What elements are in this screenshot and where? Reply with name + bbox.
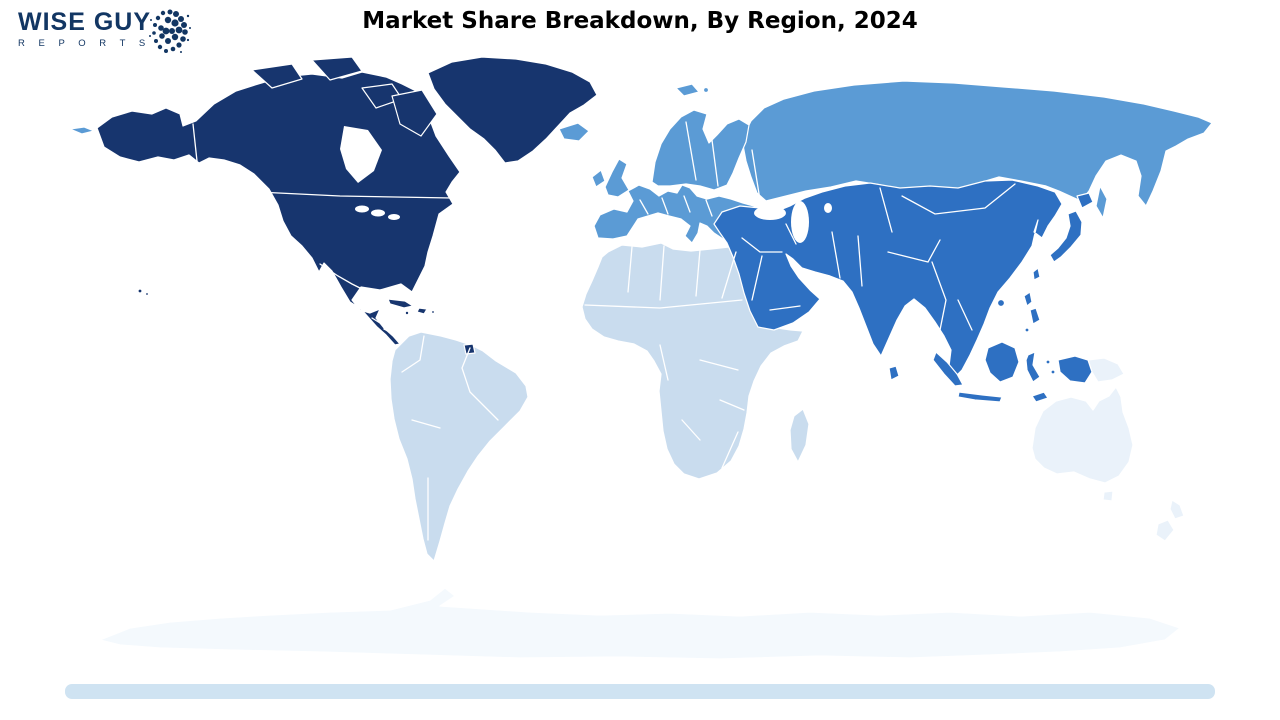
island-madagascar [790, 409, 809, 462]
island-philippines-mindanao [1030, 308, 1040, 324]
border-us-mexico [320, 264, 364, 290]
logo-subtitle: R E P O R T S [18, 38, 151, 49]
border-india-china [888, 240, 940, 262]
border-middle-east [742, 224, 800, 310]
black-sea-water [754, 206, 786, 220]
border-alaska-canada [193, 124, 197, 161]
border-southeast-asia [932, 262, 972, 330]
island-arctic-1 [252, 64, 302, 88]
border-us-canada [258, 192, 452, 198]
island-timor [1032, 392, 1048, 402]
island-taiwan [1033, 268, 1040, 280]
island-svalbard-east [704, 88, 709, 93]
landmass-russia [743, 81, 1212, 206]
island-new-zealand-south [1156, 520, 1174, 541]
border-central-america [372, 318, 390, 332]
island-java [958, 392, 1002, 402]
island-baffin [392, 90, 437, 136]
island-japan-hokkaido [1077, 193, 1093, 208]
border-europe-east [752, 150, 760, 200]
aral-sea-water [824, 203, 832, 213]
landmass-south-america [390, 332, 528, 561]
caspian-sea-water [791, 201, 809, 243]
brand-logo: WISE GUY R E P O R T S [18, 9, 193, 56]
island-new-zealand-north [1170, 500, 1184, 519]
island-puerto-rico [432, 311, 435, 314]
logo-wordmark: WISE GUY [18, 8, 152, 36]
bottom-band [65, 684, 1215, 699]
island-svalbard [676, 84, 699, 96]
island-moluccas-1 [1046, 360, 1050, 364]
island-sri-lanka [889, 366, 899, 380]
country-borders [193, 122, 1015, 540]
island-hispaniola [417, 308, 427, 314]
region-group-north-america [97, 57, 597, 354]
island-ireland [592, 170, 605, 187]
island-jamaica [405, 311, 409, 315]
region-group-south-america [390, 332, 528, 561]
region-group-antarctica [100, 588, 1180, 659]
island-hawaii-1 [138, 289, 142, 293]
chart-title: Market Share Breakdown, By Region, 2024 [362, 8, 918, 34]
border-iran-pakistan [832, 232, 862, 286]
island-arctic-2 [312, 57, 362, 80]
island-japan-honshu [1050, 211, 1082, 262]
region-group-oceania [1032, 358, 1184, 541]
border-europe-central [640, 196, 712, 216]
island-cuba [388, 299, 413, 308]
logo-text: WISE GUY R E P O R T S [18, 10, 151, 49]
island-papua-new-guinea [1088, 358, 1124, 382]
border-central-africa [660, 345, 744, 468]
island-hainan [998, 300, 1005, 307]
landmass-scandinavia [652, 110, 749, 190]
island-sulawesi [1026, 352, 1040, 382]
great-lake-2 [371, 209, 385, 217]
border-brazil [462, 348, 498, 420]
landmass-greenland [428, 57, 597, 163]
island-sakhalin [1096, 186, 1107, 218]
water-overlays [340, 126, 832, 243]
island-west-papua [1058, 356, 1092, 383]
island-borneo [985, 342, 1019, 382]
great-lake-1 [355, 205, 369, 213]
islands-aleutian [70, 127, 94, 134]
landmass-antarctica [100, 588, 1180, 659]
island-philippines-visayas [1025, 328, 1029, 332]
island-iceland [559, 123, 589, 141]
border-kazakh-china [880, 188, 892, 232]
landmass-australia [1032, 387, 1133, 483]
island-philippines-luzon [1024, 292, 1032, 306]
island-moluccas-2 [1051, 370, 1055, 374]
border-sahel [585, 300, 742, 308]
island-sumatra [933, 352, 963, 386]
border-mongolia [902, 184, 1015, 214]
border-scandinavia [686, 122, 718, 186]
logo-head-dots [149, 9, 192, 53]
logo-head-dots-icon [149, 9, 192, 53]
border-andes [402, 336, 440, 540]
island-great-britain [605, 159, 629, 197]
border-north-africa-1 [628, 246, 736, 300]
island-tasmania [1103, 491, 1113, 501]
hudson-bay-water [340, 126, 382, 183]
island-hawaii-2 [146, 293, 149, 296]
great-lake-3 [388, 214, 400, 220]
